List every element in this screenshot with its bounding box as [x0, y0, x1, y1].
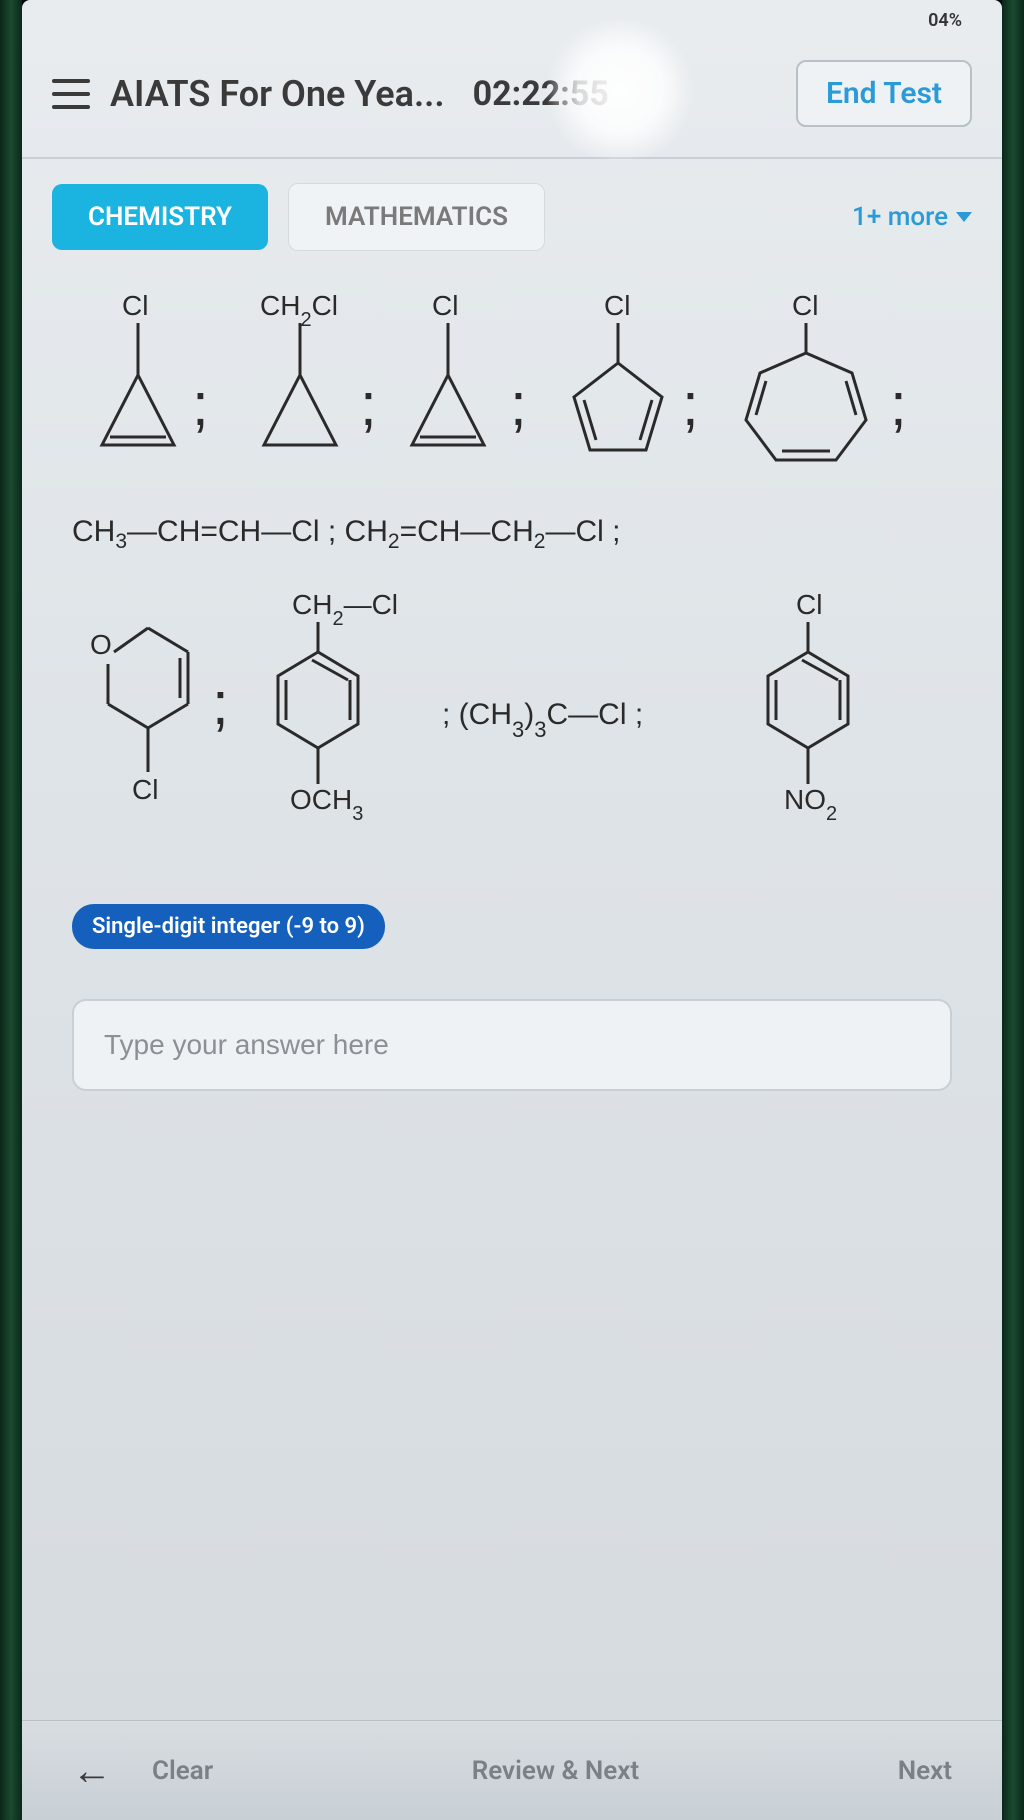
svg-text:Cl: Cl: [604, 290, 630, 321]
answer-type-badge: Single-digit integer (-9 to 9): [72, 904, 385, 949]
review-next-button[interactable]: Review & Next: [472, 1756, 639, 1786]
answer-input[interactable]: [72, 999, 952, 1091]
chem-structures-1: Cl ; CH2Cl ; Cl: [72, 285, 942, 485]
structures-row-3: O Cl ; CH2—Cl: [72, 584, 952, 844]
chem-structures-3: O Cl ; CH2—Cl: [72, 584, 942, 844]
battery-text: 04%: [928, 10, 962, 31]
structures-row-2: CH3—CH=CH—Cl ; CH2=CH—CH2—Cl ;: [72, 515, 952, 554]
more-tabs-button[interactable]: 1+ more: [852, 202, 972, 232]
svg-text:Cl: Cl: [122, 290, 148, 321]
more-tabs-label: 1+ more: [852, 202, 948, 232]
svg-text:;: ;: [212, 670, 229, 737]
subject-tabs: CHEMISTRY MATHEMATICS 1+ more: [22, 159, 1002, 275]
status-bar: 04%: [22, 0, 1002, 40]
menu-icon[interactable]: [52, 79, 90, 109]
svg-text:OCH3: OCH3: [290, 784, 363, 825]
timer: 02:22:55: [473, 74, 609, 114]
end-test-button[interactable]: End Test: [796, 60, 972, 127]
structures-row-1: Cl ; CH2Cl ; Cl: [72, 285, 952, 485]
app-screen: 04% AIATS For One Yea... 02:22:55 End Te…: [22, 0, 1002, 1820]
svg-text:; (CH3)3C—Cl ;: ; (CH3)3C—Cl ;: [442, 698, 643, 742]
svg-text:Cl: Cl: [432, 290, 458, 321]
svg-text:;: ;: [360, 371, 377, 438]
svg-text:Cl: Cl: [132, 774, 158, 805]
back-button[interactable]: ←: [72, 1747, 112, 1794]
svg-text:CH2—Cl: CH2—Cl: [292, 589, 398, 630]
svg-text:;: ;: [192, 371, 209, 438]
svg-text:Cl: Cl: [796, 589, 822, 620]
tab-mathematics[interactable]: MATHEMATICS: [288, 183, 545, 251]
app-header: AIATS For One Yea... 02:22:55 End Test: [22, 40, 1002, 157]
tab-chemistry[interactable]: CHEMISTRY: [52, 184, 268, 250]
page-title: AIATS For One Yea...: [110, 73, 445, 115]
svg-text:O: O: [90, 629, 112, 660]
svg-text:;: ;: [890, 371, 907, 438]
formula-line-2: CH3—CH=CH—Cl ; CH2=CH—CH2—Cl ;: [72, 515, 620, 554]
footer-bar: ← Clear Review & Next Next: [22, 1720, 1002, 1820]
clear-button[interactable]: Clear: [152, 1756, 213, 1786]
next-button[interactable]: Next: [898, 1756, 952, 1786]
chevron-down-icon: [956, 212, 972, 222]
svg-text:;: ;: [682, 371, 699, 438]
svg-text:;: ;: [510, 371, 527, 438]
question-content: Cl ; CH2Cl ; Cl: [22, 275, 1002, 1111]
svg-text:NO2: NO2: [784, 784, 837, 825]
svg-text:Cl: Cl: [792, 290, 818, 321]
